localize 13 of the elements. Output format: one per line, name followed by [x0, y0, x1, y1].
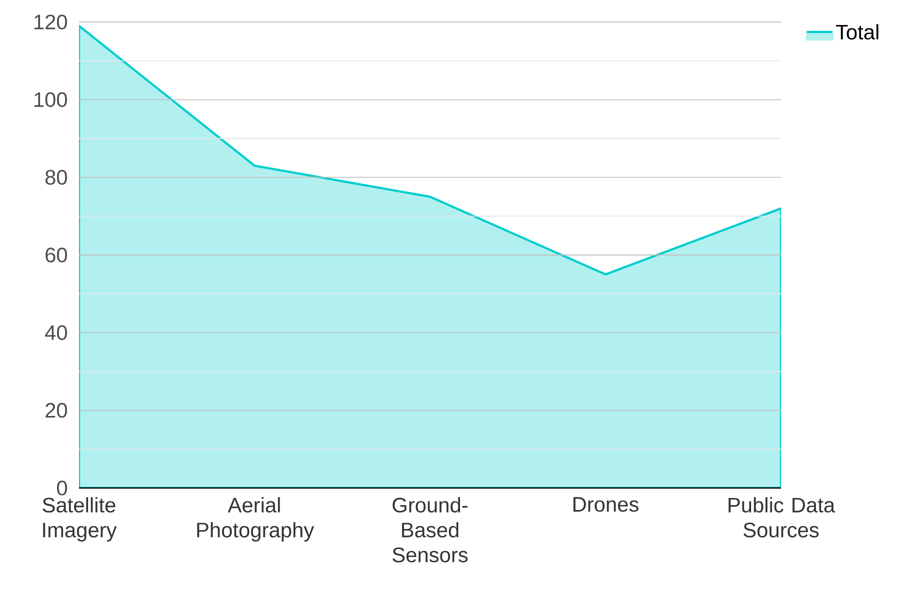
y-tick-label: 120	[34, 14, 67, 30]
y-tick-label: 40	[45, 325, 67, 340]
y-tick-label: 80	[45, 170, 67, 185]
x-tick-label: Drones	[574, 497, 638, 512]
x-tick-label: Ground-Based Sensors	[392, 497, 468, 562]
y-tick-label: 100	[34, 92, 67, 108]
y-tick-label: 60	[46, 248, 67, 262]
y-tick-label: 20	[46, 402, 67, 418]
legend-label: Total	[836, 24, 878, 40]
x-tick-label: Satellite Imagery	[42, 497, 117, 542]
x-tick-label: Public Data Sources	[728, 497, 836, 538]
x-tick-label: Aerial Photography	[197, 497, 314, 542]
y-tick-label: 0	[57, 480, 68, 496]
